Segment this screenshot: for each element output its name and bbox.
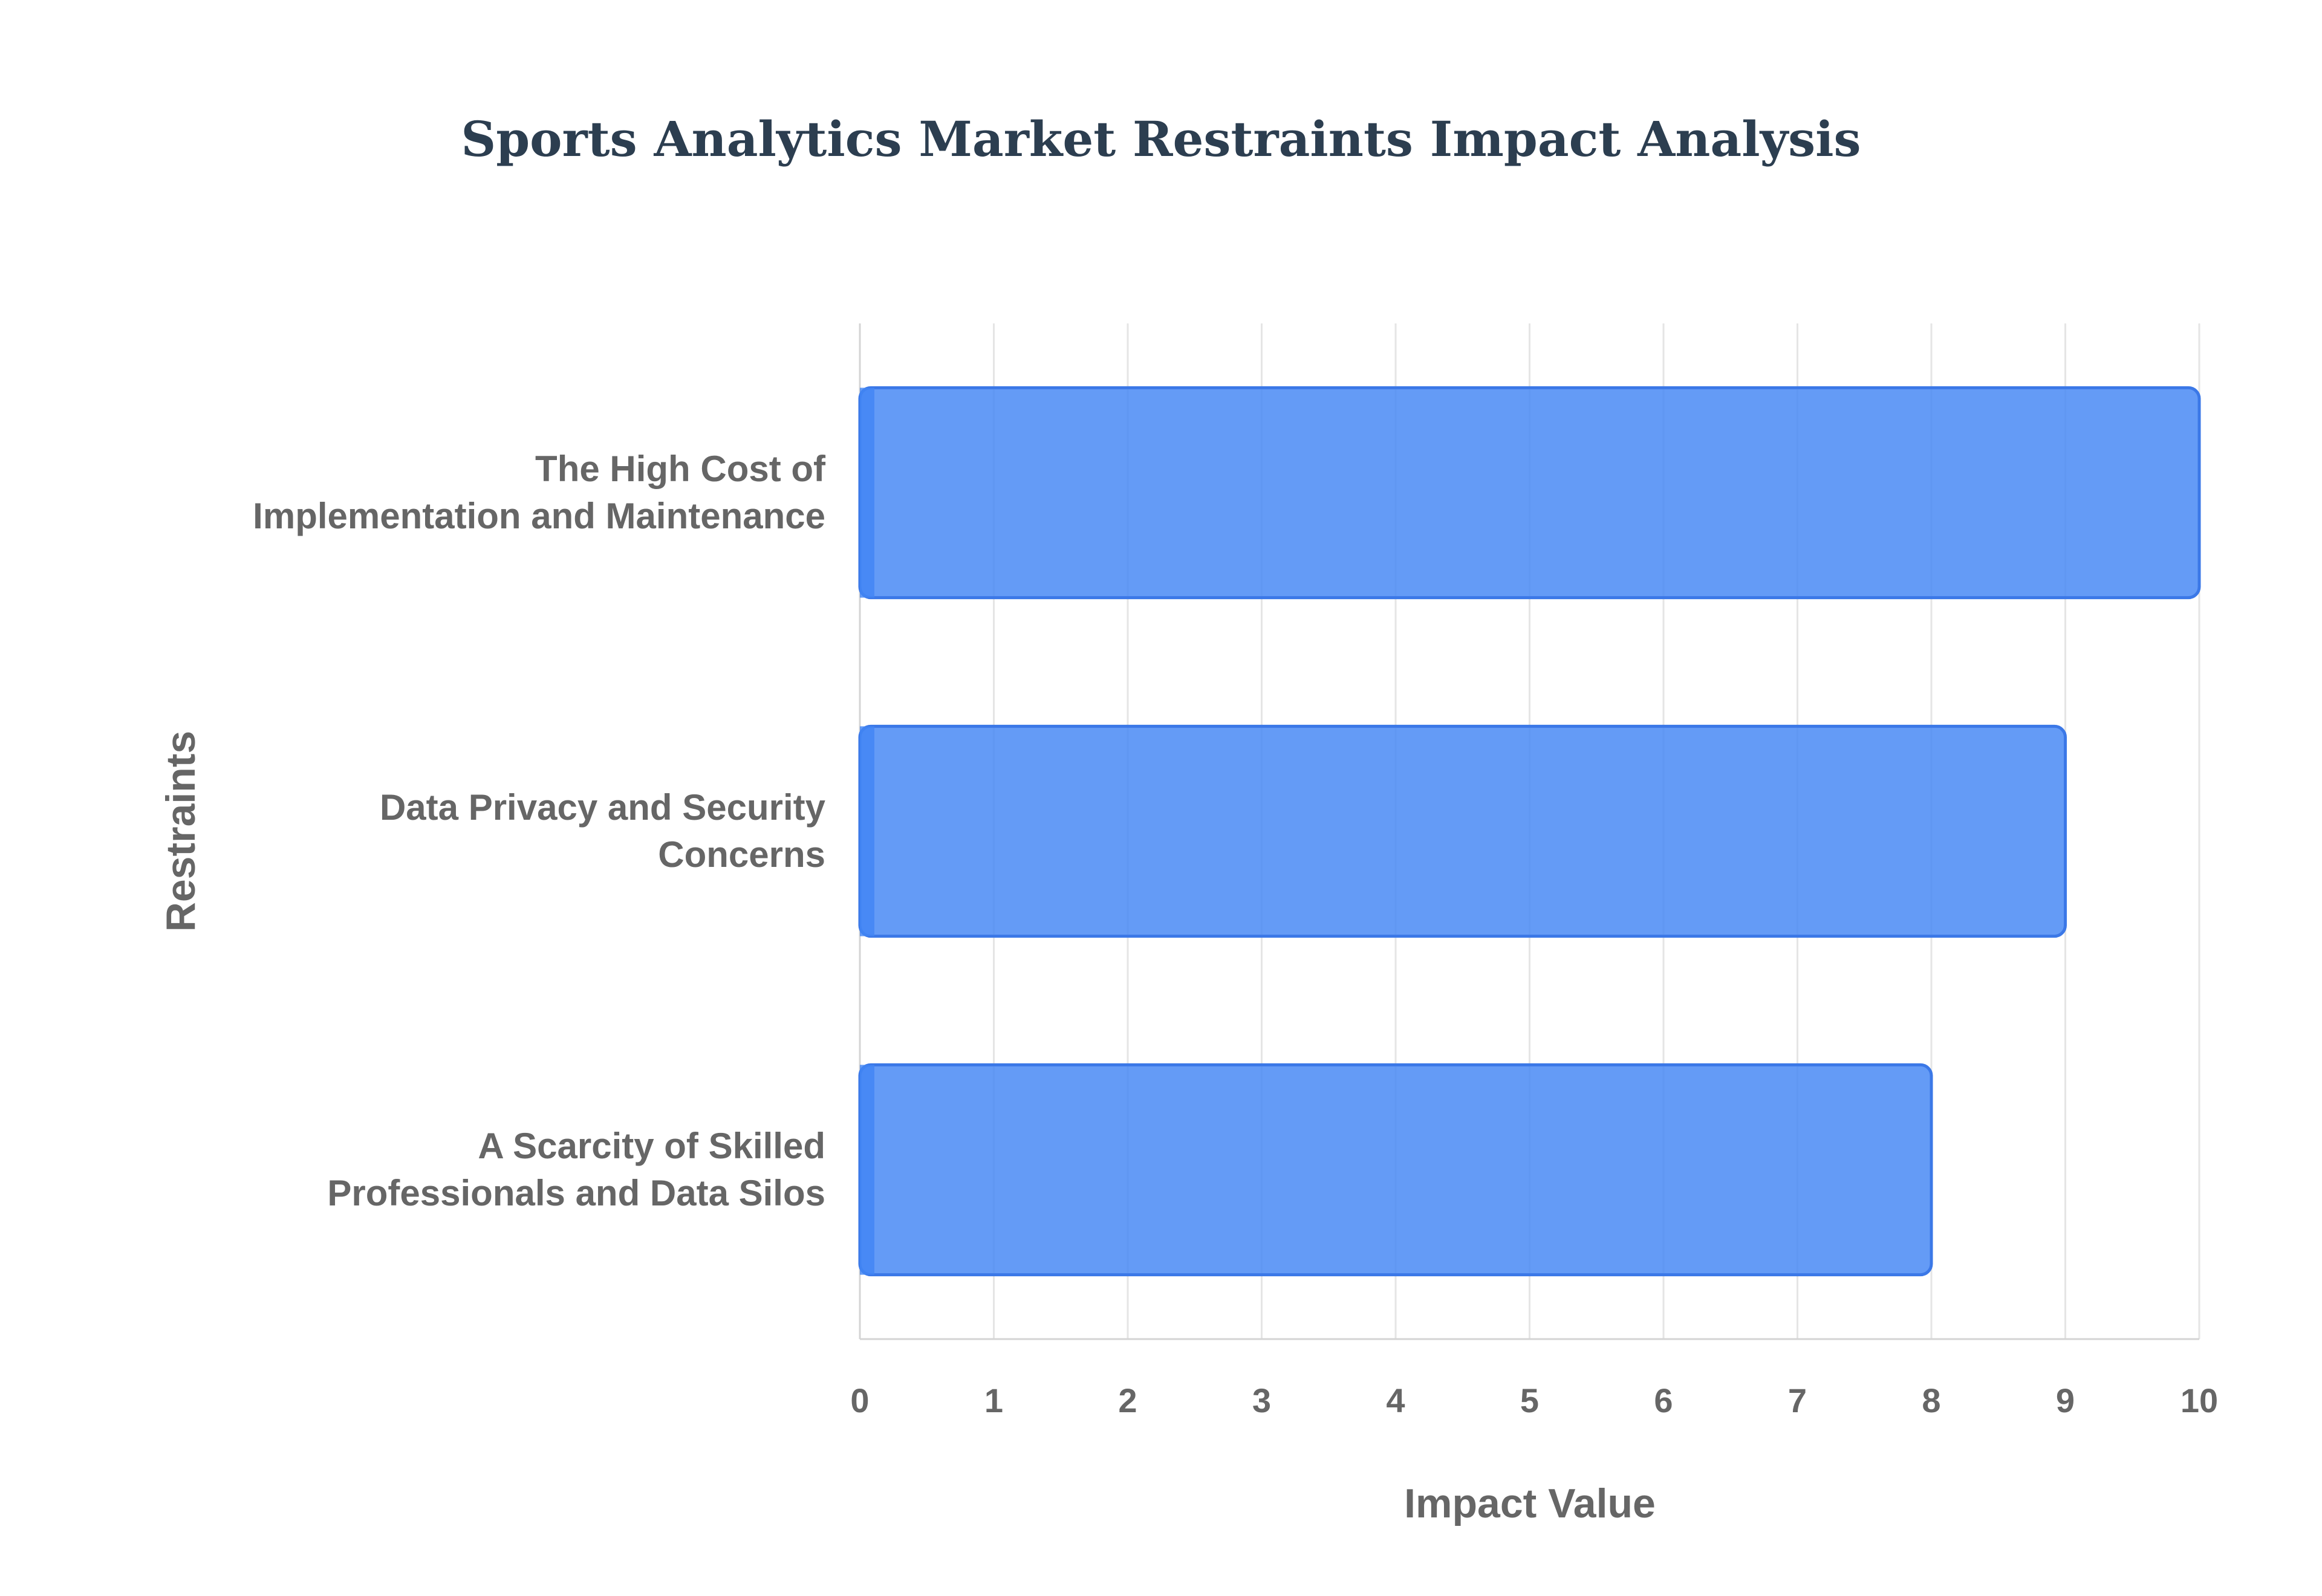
x-tick-label: 3	[1252, 1381, 1271, 1419]
x-tick-label: 8	[1922, 1381, 1940, 1419]
bars	[858, 386, 2201, 1277]
bar	[858, 1063, 1933, 1277]
chart-title: Sports Analytics Market Restraints Impac…	[461, 111, 1861, 167]
category-label-line: Implementation and Maintenance	[253, 496, 825, 536]
bar-left-edge	[860, 388, 874, 598]
x-tick-label: 0	[850, 1381, 869, 1419]
bar-left-edge	[860, 1065, 874, 1275]
x-tick-label: 4	[1386, 1381, 1405, 1419]
x-tick-labels: 0 1 2 3 4 5 6 7 8 9 10	[850, 1381, 2218, 1419]
category-label-line: Data Privacy and Security	[380, 787, 826, 828]
x-tick-label: 2	[1118, 1381, 1137, 1419]
bar	[858, 724, 2067, 938]
x-tick-label: 10	[2181, 1381, 2218, 1419]
category-label: The High Cost of Implementation and Maint…	[253, 449, 826, 536]
category-label-line: The High Cost of	[535, 449, 826, 489]
y-axis-title: Restraints	[158, 731, 204, 932]
x-axis-title: Impact Value	[1404, 1481, 1656, 1526]
x-tick-label: 9	[2056, 1381, 2075, 1419]
category-label-line: Concerns	[658, 834, 825, 875]
category-label-line: Professionals and Data Silos	[327, 1173, 825, 1213]
bar	[858, 386, 2201, 600]
category-labels: The High Cost of Implementation and Maint…	[253, 449, 826, 1213]
x-tick-label: 7	[1788, 1381, 1807, 1419]
category-label: Data Privacy and Security Concerns	[380, 787, 826, 875]
category-label-line: A Scarcity of Skilled	[478, 1126, 825, 1166]
category-label: A Scarcity of Skilled Professionals and D…	[327, 1126, 825, 1213]
x-tick-label: 1	[984, 1381, 1003, 1419]
x-tick-label: 6	[1654, 1381, 1673, 1419]
bar-left-edge	[860, 726, 874, 936]
x-tick-label: 5	[1520, 1381, 1539, 1419]
